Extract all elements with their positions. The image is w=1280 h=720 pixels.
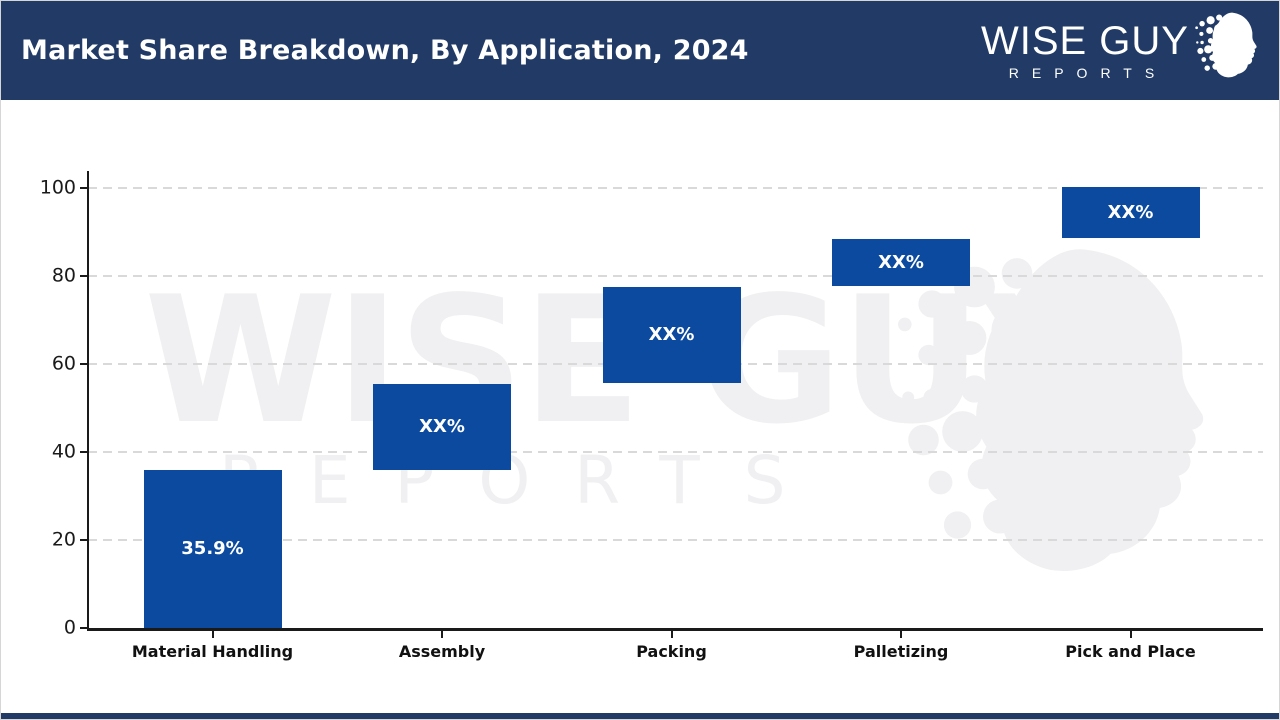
gridline-20 xyxy=(88,539,1263,541)
page-title: Market Share Breakdown, By Application, … xyxy=(21,35,749,66)
logo-wordmark: WISE GUY xyxy=(980,18,1189,63)
x-tick-5 xyxy=(1129,631,1132,638)
plot-area: WISE GUY REPORTS 0 20 40 60 80 100 35.9% Materi… xyxy=(1,100,1279,715)
y-tick-label-0: 0 xyxy=(63,616,76,639)
face-profile-icon xyxy=(1195,12,1257,77)
y-tick-100 xyxy=(80,187,88,189)
y-tick-label-20: 20 xyxy=(51,528,76,551)
y-tick-60 xyxy=(80,363,88,365)
bar-value-label: XX% xyxy=(878,251,924,273)
x-axis-line xyxy=(87,628,1263,631)
x-tick-2 xyxy=(441,631,443,638)
bar-assembly: XX% xyxy=(373,383,511,470)
y-tick-40 xyxy=(80,451,88,453)
y-tick-label-80: 80 xyxy=(51,264,76,287)
gridline-40 xyxy=(88,451,1263,453)
category-label-5: Pick and Place xyxy=(1065,642,1196,661)
watermark-face-icon xyxy=(898,249,1204,572)
y-axis-line xyxy=(87,171,89,631)
y-tick-label-40: 40 xyxy=(51,440,76,463)
category-label-4: Palletizing xyxy=(853,642,949,661)
bar-palletizing: XX% xyxy=(832,239,970,287)
category-label-2: Assembly xyxy=(398,642,486,661)
bar-value-label: 35.9% xyxy=(181,538,244,559)
x-tick-4 xyxy=(900,631,902,638)
bar-value-label: XX% xyxy=(419,415,465,437)
bar-pick-and-place: XX% xyxy=(1061,187,1200,239)
bar-material-handling: 35.9% xyxy=(143,470,282,628)
category-label-1: Material Handling xyxy=(131,642,294,661)
logo-subtitle: REPORTS xyxy=(1008,64,1168,81)
y-tick-20 xyxy=(80,539,88,541)
x-tick-3 xyxy=(670,631,673,638)
header-bar: Market Share Breakdown, By Application, … xyxy=(1,1,1279,100)
y-tick-0 xyxy=(80,627,88,629)
category-label-3: Packing xyxy=(636,642,707,661)
gridline-80 xyxy=(88,275,1263,277)
wise-guy-logo: WISE GUY REPORTS xyxy=(981,10,1279,92)
logo-text: WISE GUY REPORTS xyxy=(981,21,1189,81)
y-tick-label-100: 100 xyxy=(39,176,76,199)
footer-bar xyxy=(1,713,1279,719)
x-tick-1 xyxy=(211,631,214,638)
watermark-subtitle: REPORTS xyxy=(219,442,830,519)
y-tick-80 xyxy=(80,275,88,277)
bar-value-label: XX% xyxy=(1107,201,1154,223)
gridline-100 xyxy=(88,187,1263,189)
bar-packing: XX% xyxy=(602,286,741,384)
y-tick-label-60: 60 xyxy=(51,352,76,375)
bar-value-label: XX% xyxy=(648,323,695,345)
